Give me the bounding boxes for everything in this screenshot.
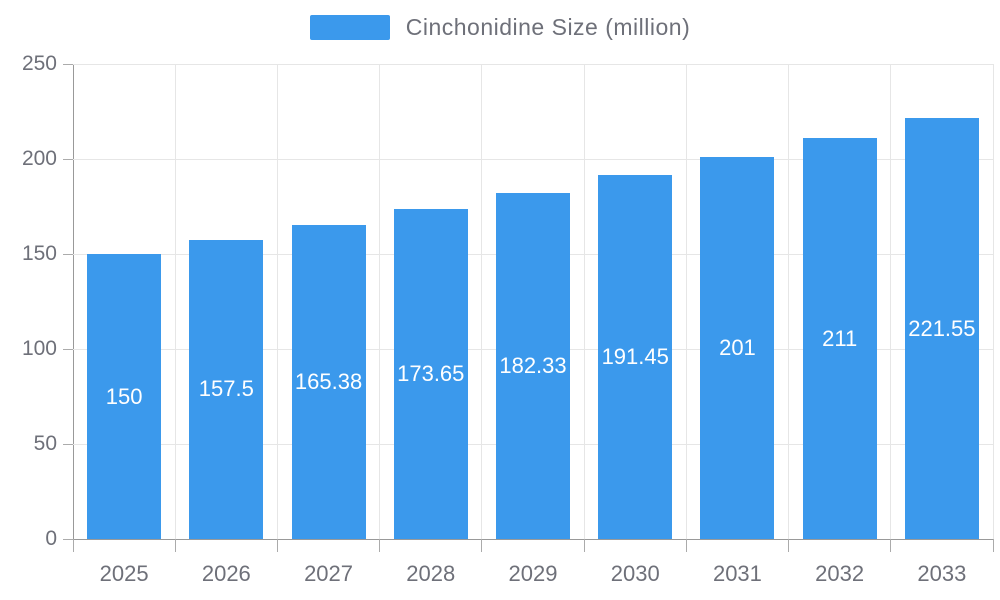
x-axis-tick	[276, 539, 278, 552]
x-axis-tick	[992, 539, 994, 552]
bar[interactable]: 165.38	[291, 224, 366, 539]
legend-swatch	[309, 15, 390, 40]
bar[interactable]: 150	[87, 254, 162, 539]
x-axis-tick-label: 2033	[917, 561, 967, 586]
bar-value-label: 211	[822, 325, 858, 351]
gridline-vertical	[788, 64, 790, 539]
gridline-horizontal	[73, 63, 993, 65]
gridline-horizontal	[73, 158, 993, 160]
gridline-vertical	[276, 64, 278, 539]
y-axis-tick	[63, 538, 73, 540]
x-axis-tick	[583, 539, 585, 552]
gridline-vertical	[890, 64, 892, 539]
x-axis-tick	[685, 539, 687, 552]
x-axis-tick-label: 2028	[406, 561, 456, 586]
gridline-vertical	[992, 64, 994, 539]
gridline-vertical	[174, 64, 176, 539]
y-axis-tick	[63, 348, 73, 350]
y-axis-tick	[63, 63, 73, 65]
bar-value-label: 182.33	[499, 352, 567, 378]
bar[interactable]: 221.55	[904, 118, 979, 539]
x-axis-tick-label: 2026	[201, 561, 251, 586]
bar-value-label: 201	[719, 335, 756, 361]
gridline-vertical	[583, 64, 585, 539]
x-axis-tick	[481, 539, 483, 552]
y-axis-tick-label: 250	[21, 52, 57, 75]
x-axis-tick-label: 2030	[610, 561, 660, 586]
bar[interactable]: 191.45	[598, 175, 673, 539]
x-axis-tick-label: 2029	[508, 561, 558, 586]
x-axis-tick-label: 2032	[815, 561, 865, 586]
y-axis-tick-label: 150	[21, 242, 57, 265]
bar-value-label: 150	[105, 383, 143, 409]
y-axis-tick	[63, 443, 73, 445]
y-axis-tick	[63, 253, 73, 255]
legend-item[interactable]: Cinchonidine Size (million)	[0, 14, 1000, 41]
bar[interactable]: 201	[700, 157, 775, 539]
x-axis-tick	[890, 539, 892, 552]
y-axis-tick-label: 100	[21, 337, 57, 360]
y-axis-tick-label: 200	[21, 147, 57, 170]
y-axis-tick-label: 50	[33, 432, 57, 455]
gridline-vertical	[379, 64, 381, 539]
bar[interactable]: 211	[802, 138, 877, 539]
y-axis-line	[73, 64, 74, 539]
bar-value-label: 157.5	[198, 376, 254, 402]
bar[interactable]: 182.33	[496, 192, 570, 539]
x-axis-tick	[379, 539, 381, 552]
x-axis-tick-label: 2031	[712, 561, 762, 586]
x-axis-tick	[72, 539, 74, 552]
bar[interactable]: 157.5	[189, 239, 264, 539]
plot-area: 0 50 100 150 200 250 150 2025 157.5 2026 165.38 202…	[22, 52, 994, 586]
gridline-vertical	[481, 64, 483, 539]
x-axis-tick	[174, 539, 176, 552]
y-axis-tick-label: 0	[45, 527, 57, 550]
y-axis-tick	[63, 158, 73, 160]
legend-label: Cinchonidine Size (million)	[405, 14, 691, 40]
bar-value-label: 165.38	[294, 368, 363, 394]
bar-value-label: 191.45	[601, 344, 669, 370]
x-axis-line	[73, 539, 993, 540]
bar-value-label: 173.65	[397, 361, 465, 387]
gridline-vertical	[685, 64, 687, 539]
bar[interactable]: 173.65	[393, 209, 468, 539]
x-axis-tick	[788, 539, 790, 552]
x-axis-tick-label: 2027	[304, 561, 354, 586]
x-axis-tick-label: 2025	[99, 561, 149, 586]
bar-value-label: 221.55	[908, 315, 976, 341]
